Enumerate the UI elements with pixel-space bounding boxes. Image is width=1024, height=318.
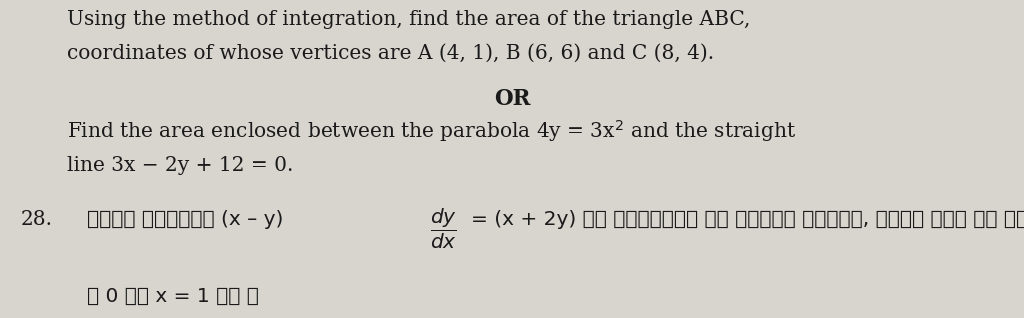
Text: अवकल समीकरण (x – y): अवकल समीकरण (x – y) bbox=[87, 210, 290, 229]
Text: coordinates of whose vertices are A (4, 1), B (6, 6) and C (8, 4).: coordinates of whose vertices are A (4, … bbox=[67, 44, 714, 63]
Text: OR: OR bbox=[494, 88, 530, 110]
Text: = (x + 2y) का विशिष्ट हल ज्ञात कीजिए, दिया गया है कि: = (x + 2y) का विशिष्ट हल ज्ञात कीजिए, दि… bbox=[471, 210, 1024, 229]
Text: 28.: 28. bbox=[20, 210, 52, 229]
Text: $\dfrac{dy}{dx}$: $\dfrac{dy}{dx}$ bbox=[430, 207, 457, 251]
Text: Using the method of integration, find the area of the triangle ABC,: Using the method of integration, find th… bbox=[67, 10, 750, 29]
Text: 0 जब x = 1 है ।: 0 जब x = 1 है । bbox=[87, 287, 259, 306]
Text: line 3x − 2y + 12 = 0.: line 3x − 2y + 12 = 0. bbox=[67, 156, 293, 175]
Text: Find the area enclosed between the parabola 4y = 3x$^{2}$ and the straight: Find the area enclosed between the parab… bbox=[67, 118, 796, 144]
